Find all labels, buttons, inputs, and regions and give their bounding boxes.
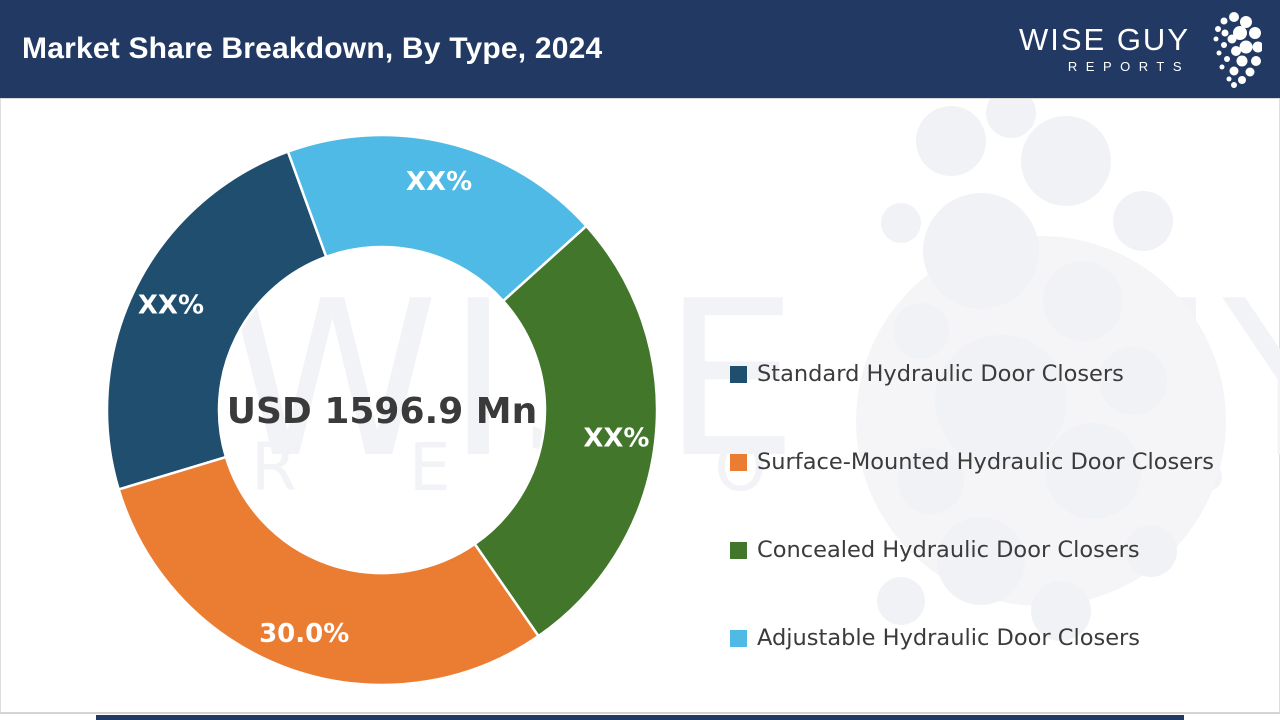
footer bbox=[0, 714, 1280, 720]
legend-swatch bbox=[730, 542, 747, 559]
logo-face-icon bbox=[1213, 12, 1262, 88]
legend-item-label: Concealed Hydraulic Door Closers bbox=[757, 537, 1140, 563]
watermark-face bbox=[856, 99, 1226, 641]
page-title: Market Share Breakdown, By Type, 2024 bbox=[22, 32, 603, 65]
chart-area: WISE GUY REPORTS Standard Hydraulic Door… bbox=[0, 98, 1280, 714]
logo-subtext: REPORTS bbox=[1067, 59, 1190, 74]
footer-bar bbox=[96, 715, 1184, 720]
legend-item-label: Adjustable Hydraulic Door Closers bbox=[757, 625, 1141, 651]
legend-item: Adjustable Hydraulic Door Closers bbox=[730, 624, 1214, 652]
legend-item-label: Surface-Mounted Hydraulic Door Closers bbox=[757, 449, 1214, 475]
legend-item: Standard Hydraulic Door Closers bbox=[730, 360, 1214, 388]
logo-wordmark-text: WISE GUY bbox=[1018, 22, 1190, 57]
legend-item-label: Standard Hydraulic Door Closers bbox=[757, 361, 1124, 387]
logo-wordmark: WISE GUY REPORTS bbox=[1019, 24, 1190, 74]
legend: Standard Hydraulic Door Closers Surface-M… bbox=[730, 360, 1214, 712]
legend-swatch bbox=[730, 366, 747, 383]
legend-item: Concealed Hydraulic Door Closers bbox=[730, 536, 1214, 564]
header: Market Share Breakdown, By Type, 2024 WI… bbox=[0, 0, 1280, 98]
legend-swatch bbox=[730, 630, 747, 647]
logo: WISE GUY REPORTS bbox=[1019, 9, 1280, 89]
legend-item: Surface-Mounted Hydraulic Door Closers bbox=[730, 448, 1214, 476]
legend-swatch bbox=[730, 454, 747, 471]
